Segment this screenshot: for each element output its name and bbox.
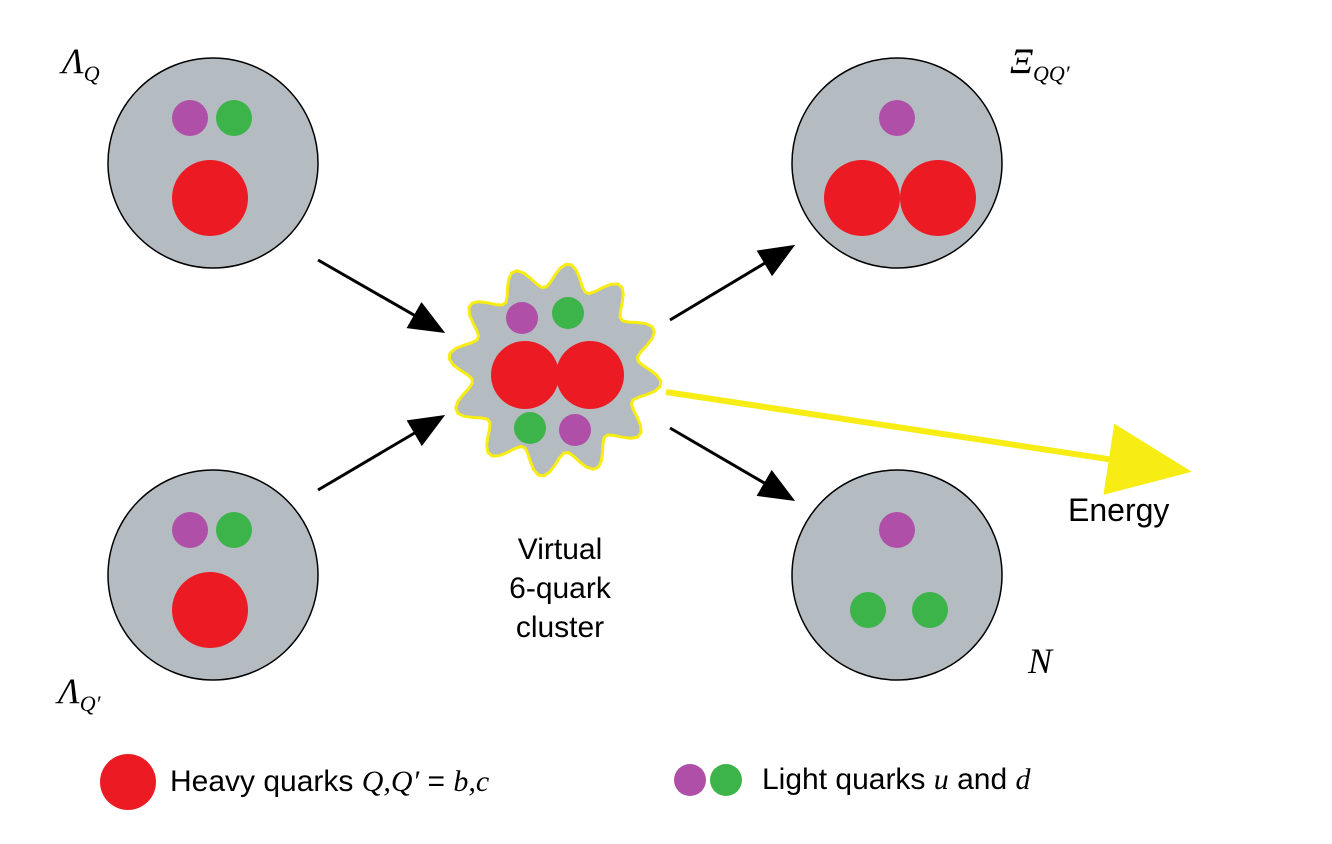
particle-bottom_right (792, 470, 1002, 680)
heavy-quark (556, 341, 624, 409)
heavy-quark (172, 160, 248, 236)
particle-top_right (792, 58, 1002, 268)
heavy-quark (172, 572, 248, 648)
green-quark (552, 297, 584, 329)
reaction-arrow (318, 418, 440, 490)
heavy-swatch-icon (98, 752, 158, 812)
heavy-quark (824, 160, 900, 236)
purple-quark (172, 512, 208, 548)
purple-quark (559, 414, 591, 446)
green-quark (850, 592, 886, 628)
green-quark (216, 512, 252, 548)
energy-label: Energy (1068, 492, 1169, 529)
reaction-arrow (670, 428, 790, 498)
diagram-svg (0, 0, 1332, 844)
legend-heavy: Heavy quarks Q,Q′ = b,c (98, 752, 489, 812)
purple-quark (506, 302, 538, 334)
purple-quark (879, 512, 915, 548)
label-lambda-q: ΛQ (62, 40, 100, 87)
green-quark (912, 592, 948, 628)
purple-quark (172, 100, 208, 136)
label-n: N (1028, 640, 1052, 682)
heavy-quark (900, 160, 976, 236)
reaction-arrow (318, 260, 440, 330)
green-quark (514, 412, 546, 444)
reaction-arrow (670, 248, 790, 320)
energy-arrow (666, 392, 1180, 470)
heavy-quark (491, 341, 559, 409)
legend-light: Light quarks u and d (670, 760, 1031, 800)
cluster-caption: Virtual 6-quark cluster (490, 530, 630, 647)
label-lambda-qprime: ΛQ′ (58, 670, 100, 717)
green-quark (216, 100, 252, 136)
label-xi-qqprime: ΞQQ′ (1010, 40, 1070, 87)
purple-quark (879, 100, 915, 136)
light-swatch-icon (670, 760, 750, 800)
